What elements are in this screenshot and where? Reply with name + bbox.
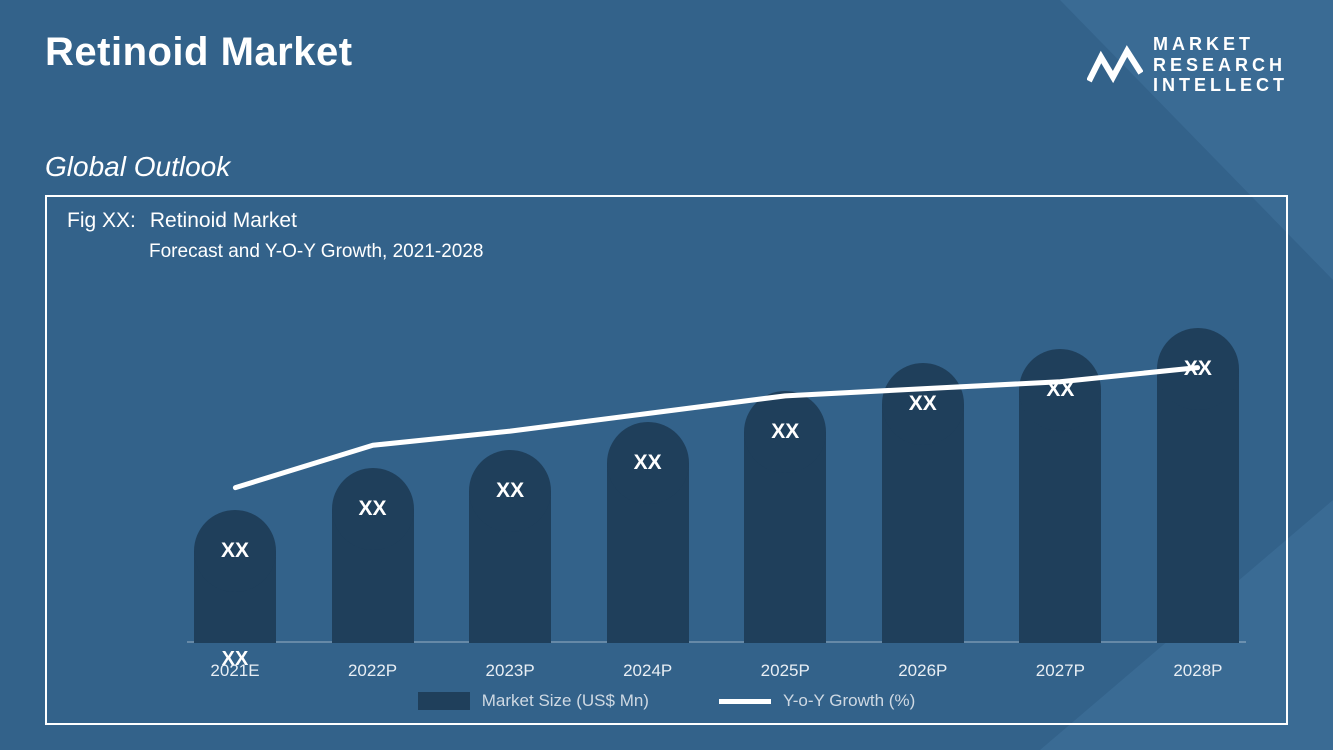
legend: Market Size (US$ Mn) Y-o-Y Growth (%)	[47, 691, 1286, 711]
figure-subtitle: Forecast and Y-O-Y Growth, 2021-2028	[149, 241, 1266, 263]
bar-column: XXXX2023P	[462, 450, 558, 643]
x-axis-tick-label: 2022P	[348, 643, 397, 681]
bar-column: XXXX2024P	[600, 422, 696, 643]
legend-label-market-size: Market Size (US$ Mn)	[482, 691, 649, 711]
x-axis-tick-label: 2023P	[486, 643, 535, 681]
logo-mark-icon	[1087, 43, 1143, 87]
bar-value-cap: XX	[882, 363, 964, 445]
bar-value-cap: XX	[332, 468, 414, 550]
bar-rect	[1157, 369, 1239, 643]
figure-number: Fig XX:	[67, 209, 136, 233]
x-axis-tick-label: 2027P	[1036, 643, 1085, 681]
logo-text: MARKET RESEARCH INTELLECT	[1153, 34, 1288, 96]
bars-container: XXXX2021EXXXX2022PXXXX2023PXXXX2024PXXXX…	[187, 297, 1246, 643]
bar-value-cap: XX	[469, 450, 551, 532]
legend-swatch-bar-icon	[418, 692, 470, 710]
chart-frame: Fig XX: Retinoid Market Forecast and Y-O…	[45, 195, 1288, 725]
bar-column: XXXX2025P	[737, 391, 833, 643]
x-axis-tick-label: 2024P	[623, 643, 672, 681]
logo-line3: INTELLECT	[1153, 75, 1288, 96]
x-axis-tick-label: 2021E	[210, 643, 259, 681]
bar-value-cap: XX	[744, 391, 826, 473]
bar-column: XXXX2026P	[875, 363, 971, 643]
page-title: Retinoid Market	[45, 30, 353, 75]
x-axis-tick-label: 2026P	[898, 643, 947, 681]
legend-item-market-size: Market Size (US$ Mn)	[418, 691, 649, 711]
figure-title: Retinoid Market	[150, 209, 297, 233]
bar-value-cap: XX	[1157, 328, 1239, 410]
bar-column: XXXX2027P	[1012, 349, 1108, 643]
bar-column: XXXX2021E	[187, 510, 283, 643]
x-axis-tick-label: 2028P	[1173, 643, 1222, 681]
brand-logo: MARKET RESEARCH INTELLECT	[1087, 30, 1288, 96]
figure-caption: Fig XX: Retinoid Market	[67, 209, 1266, 233]
logo-line1: MARKET	[1153, 34, 1288, 55]
plot-area: XXXX2021EXXXX2022PXXXX2023PXXXX2024PXXXX…	[187, 297, 1246, 643]
content-root: Retinoid Market MARKET RESEARCH INTELLEC…	[0, 0, 1333, 750]
logo-line2: RESEARCH	[1153, 55, 1288, 76]
header-row: Retinoid Market MARKET RESEARCH INTELLEC…	[45, 30, 1288, 96]
x-axis-tick-label: 2025P	[761, 643, 810, 681]
page-subtitle: Global Outlook	[45, 151, 1288, 183]
bar-value-cap: XX	[194, 510, 276, 592]
bar-column: XXXX2028P	[1150, 328, 1246, 643]
legend-item-yoy-growth: Y-o-Y Growth (%)	[719, 691, 915, 711]
legend-label-yoy-growth: Y-o-Y Growth (%)	[783, 691, 915, 711]
legend-swatch-line-icon	[719, 699, 771, 704]
bar-column: XXXX2022P	[325, 468, 421, 643]
bar-value-cap: XX	[607, 422, 689, 504]
bar-value-cap: XX	[1019, 349, 1101, 431]
